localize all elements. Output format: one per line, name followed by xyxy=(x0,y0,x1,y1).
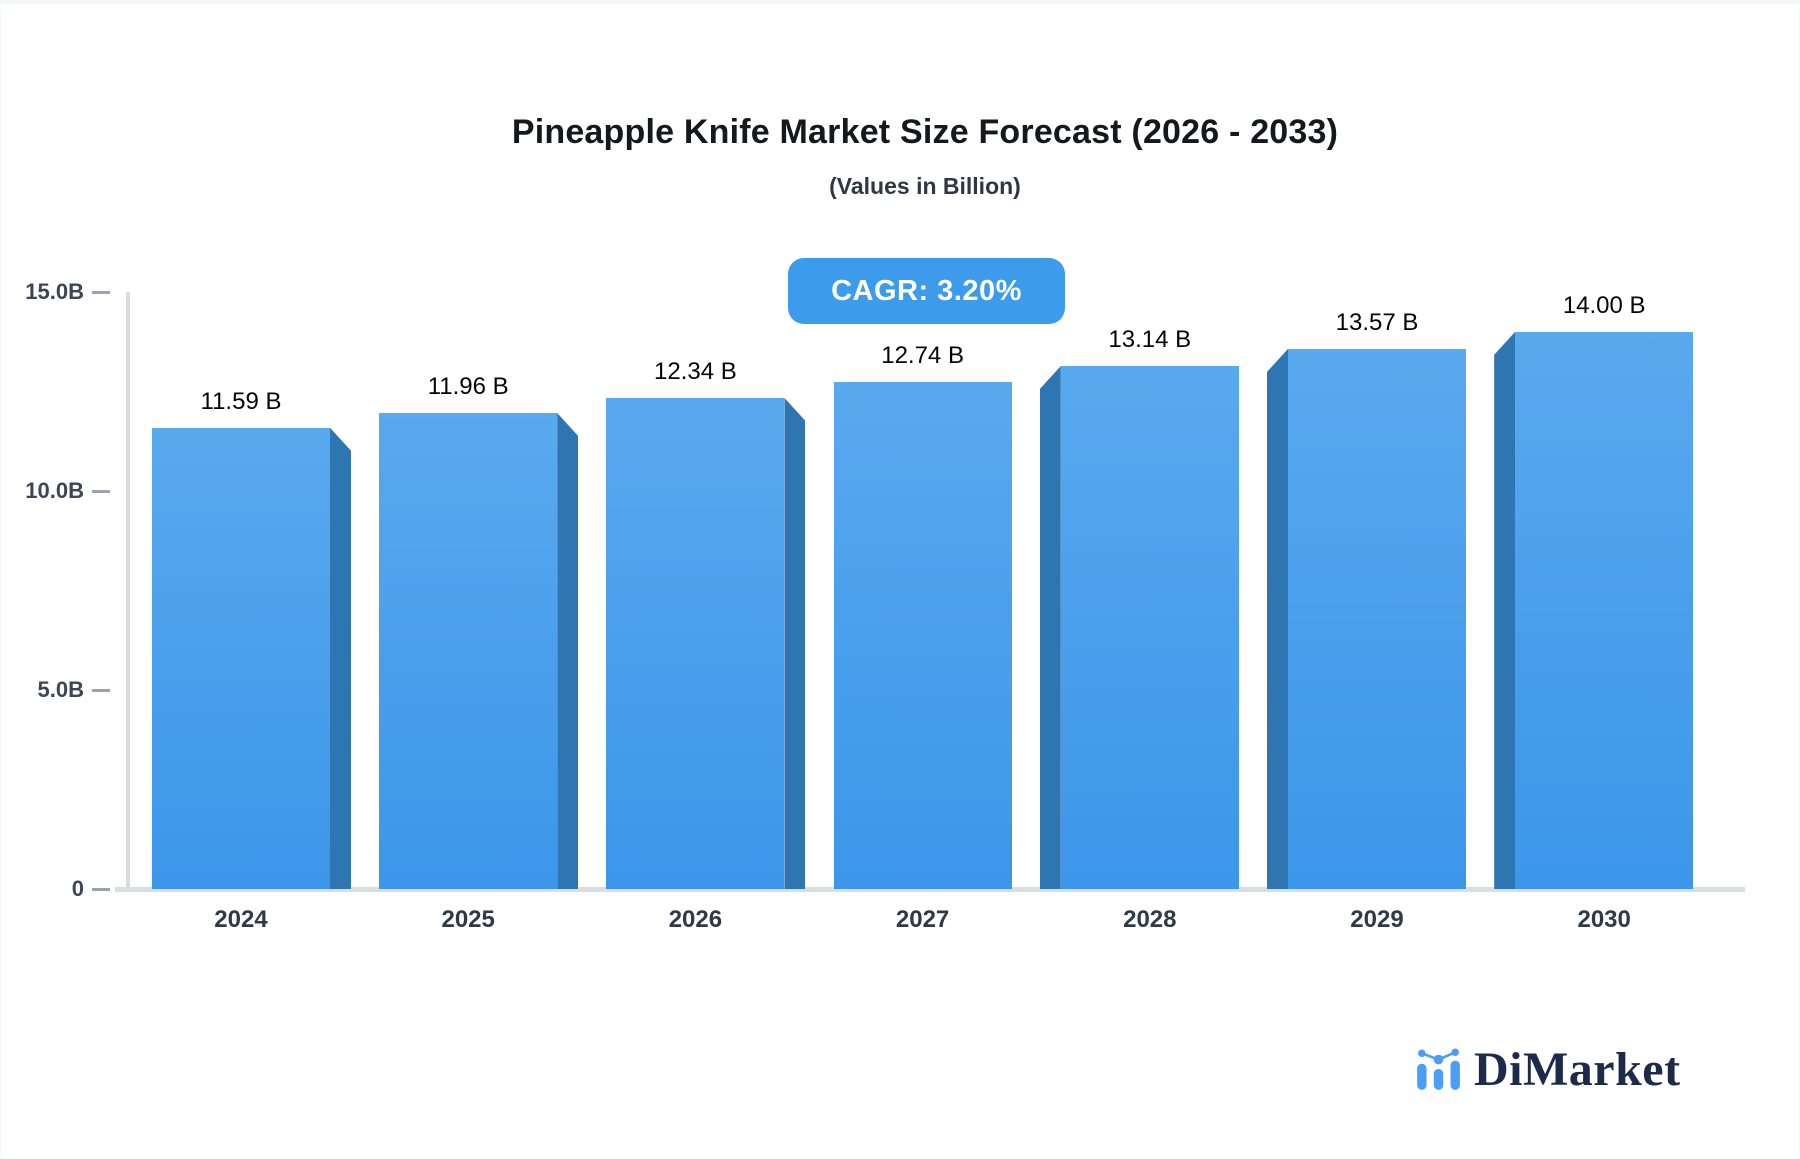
x-axis-label-2030: 2030 xyxy=(1577,906,1631,933)
x-axis-label-2024: 2024 xyxy=(214,906,268,933)
x-axis-line xyxy=(115,887,1745,892)
bar-value-label-2029: 13.57 B xyxy=(1335,308,1419,336)
bar-2029-3d-side xyxy=(1267,348,1288,889)
y-axis-line xyxy=(126,292,130,891)
x-axis-label-2029: 2029 xyxy=(1350,906,1404,933)
y-axis-tick-10.0B xyxy=(92,489,110,493)
y-axis-tick-0 xyxy=(92,887,110,891)
y-axis-label-5.0B: 5.0B xyxy=(37,677,84,702)
bar-2024[interactable] xyxy=(152,427,330,889)
y-axis-label-0: 0 xyxy=(71,876,84,901)
bar-2028[interactable] xyxy=(1060,366,1239,889)
x-axis-label-2027: 2027 xyxy=(895,906,950,933)
mini-bar-chart-icon xyxy=(1417,1048,1460,1090)
chart-subtitle: (Values in Billion) xyxy=(829,173,1021,199)
bar-value-label-2026: 12.34 B xyxy=(654,357,737,385)
bar-value-label-2025: 11.96 B xyxy=(427,372,509,400)
bar-value-label-2027: 12.74 B xyxy=(881,341,964,369)
x-axis-label-2025: 2025 xyxy=(441,906,495,933)
bar-2024-3d-side xyxy=(330,427,351,889)
bar-2028-3d-side xyxy=(1039,366,1061,889)
dimarket-logo-text: DiMarket xyxy=(1474,1043,1681,1096)
x-axis-label-2028: 2028 xyxy=(1123,906,1177,933)
x-axis-label-2026: 2026 xyxy=(668,906,723,933)
bar-value-label-2028: 13.14 B xyxy=(1108,326,1192,354)
bar-2025[interactable] xyxy=(379,412,558,889)
cagr-badge: CAGR: 3.20% xyxy=(788,258,1065,324)
y-axis-label-15.0B: 15.0B xyxy=(25,279,84,304)
bar-2029[interactable] xyxy=(1288,348,1466,889)
cagr-badge-label: CAGR: 3.20% xyxy=(831,274,1022,307)
bar-2030[interactable] xyxy=(1515,331,1694,889)
y-axis-tick-15.0B xyxy=(92,290,110,294)
bar-2026-3d-side xyxy=(784,397,806,889)
bar-2026[interactable] xyxy=(606,397,785,889)
bar-value-label-2030: 14.00 B xyxy=(1562,291,1646,319)
dimarket-logo: DiMarket xyxy=(1414,1043,1681,1096)
y-axis-label-10.0B: 10.0B xyxy=(25,478,84,503)
chart-title: Pineapple Knife Market Size Forecast (20… xyxy=(511,113,1339,151)
y-axis-tick-5.0B xyxy=(92,688,110,692)
bar-2027[interactable] xyxy=(833,381,1012,889)
bar-2030-3d-side xyxy=(1494,331,1516,889)
bar-value-label-2024: 11.59 B xyxy=(200,387,282,415)
bar-2025-3d-side xyxy=(557,412,579,889)
